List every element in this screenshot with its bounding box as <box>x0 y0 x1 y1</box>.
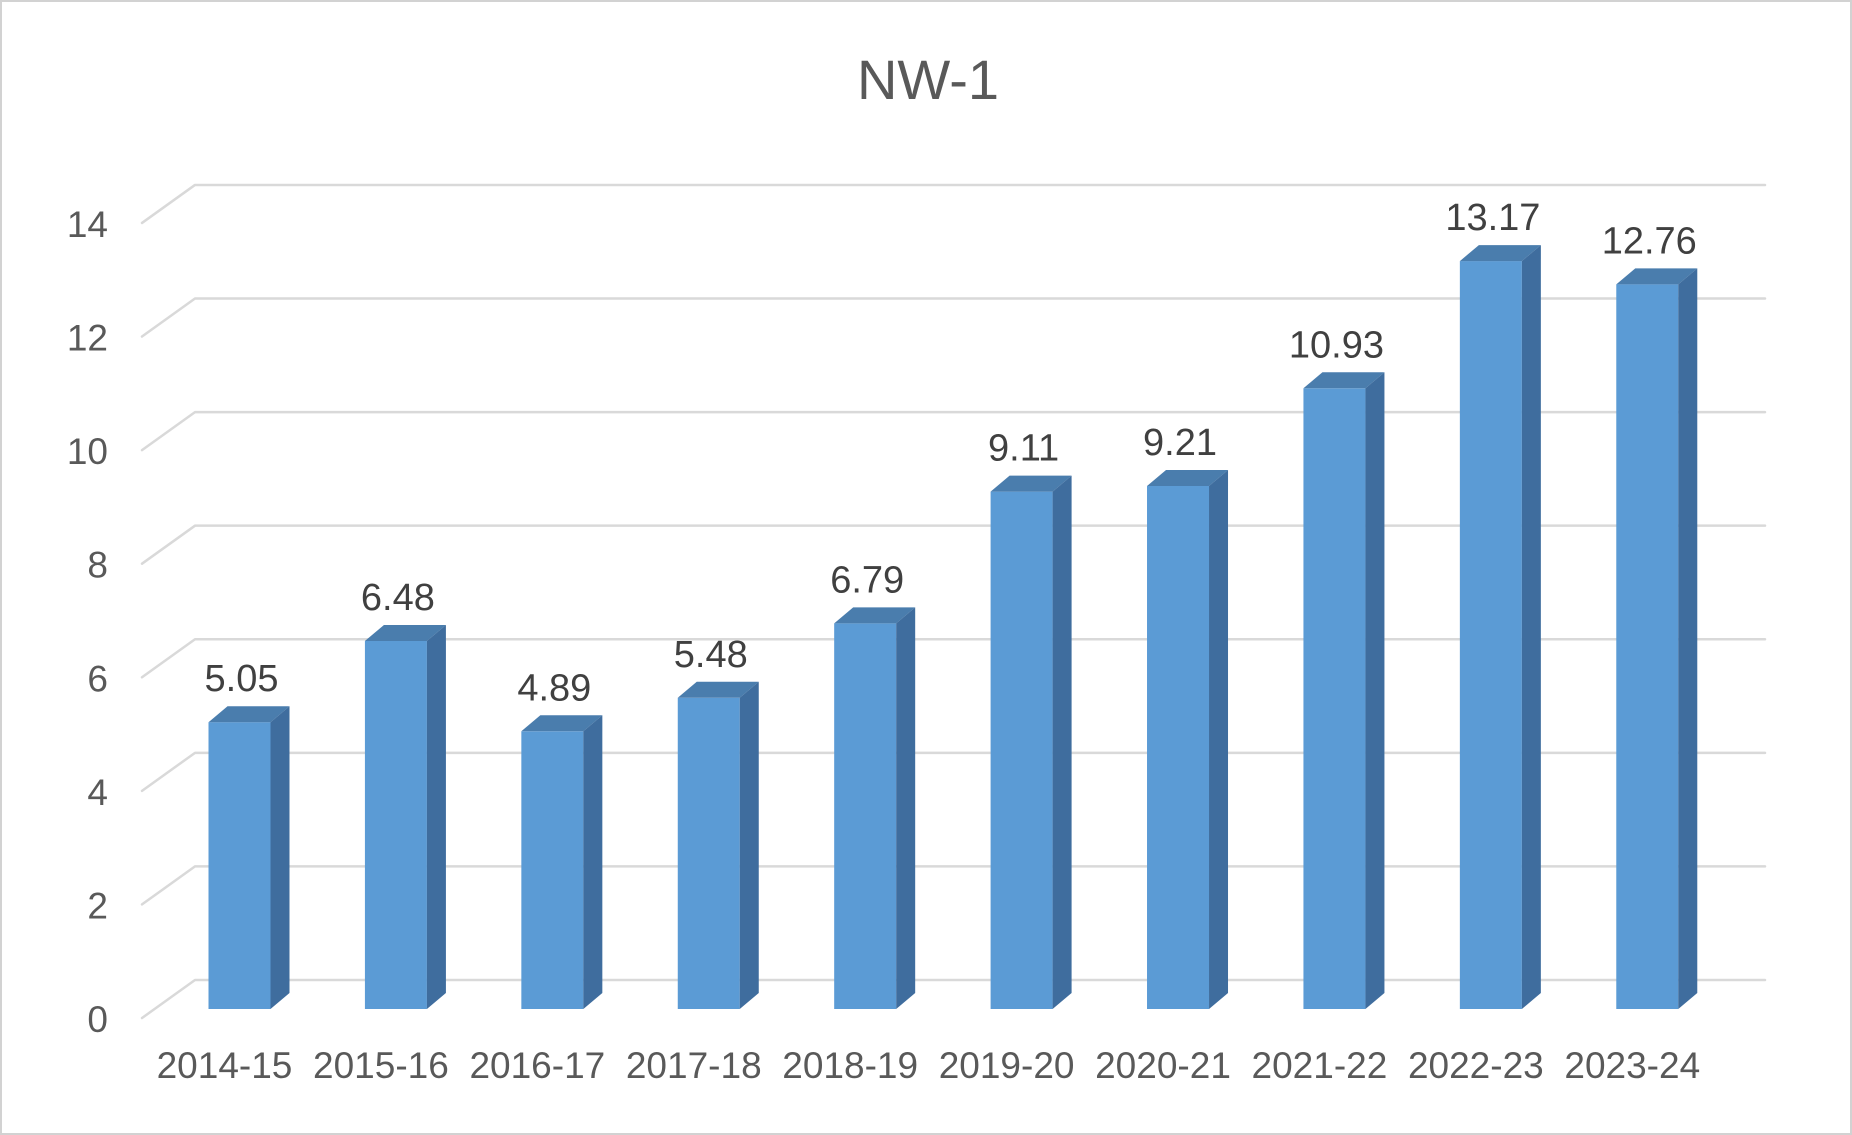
chart-title: NW-1 <box>857 48 999 111</box>
bar-top-face <box>990 475 1072 492</box>
bar-front-face <box>521 731 584 1009</box>
x-tick-label-2018-19: 2018-19 <box>782 1045 918 1086</box>
x-tick-label-2017-18: 2017-18 <box>626 1045 762 1086</box>
bar-2016-17 <box>521 715 603 1009</box>
y-tick-label-2: 2 <box>87 885 108 926</box>
x-tick-label-2019-20: 2019-20 <box>939 1045 1075 1086</box>
data-labels: 5.05 6.48 4.89 5.48 6.79 9.11 9.21 10.93 13.17 12… <box>205 197 1697 709</box>
y-tick-label-8: 8 <box>87 545 108 586</box>
bar-top-face <box>208 706 290 723</box>
bar-side-face <box>739 681 759 1009</box>
data-label-2021-22: 10.93 <box>1289 324 1384 366</box>
y-tick-label-4: 4 <box>87 772 108 813</box>
x-tick-label-2023-24: 2023-24 <box>1564 1045 1700 1086</box>
bar-2020-21 <box>1147 469 1229 1009</box>
bar-2014-15 <box>208 706 290 1009</box>
x-tick-label-2015-16: 2015-16 <box>313 1045 449 1086</box>
bar-side-face <box>583 715 603 1009</box>
gridline-14 <box>140 183 1767 225</box>
bar-2018-19 <box>834 607 916 1009</box>
data-label-2020-21: 9.21 <box>1143 422 1217 464</box>
data-label-2023-24: 12.76 <box>1602 220 1697 262</box>
x-axis-labels: 2014-15 2015-16 2016-17 2017-18 2018-19 2019-… <box>157 1045 1701 1086</box>
x-tick-label-2021-22: 2021-22 <box>1252 1045 1388 1086</box>
bar-front-face <box>834 623 897 1009</box>
bar-side-face <box>1678 268 1698 1009</box>
bar-side-face <box>426 625 446 1009</box>
y-tick-label-6: 6 <box>87 658 108 699</box>
data-label-2022-23: 13.17 <box>1445 197 1540 239</box>
bar-front-face <box>677 697 740 1009</box>
bar-2023-24 <box>1616 268 1698 1009</box>
bar-side-face <box>270 706 290 1009</box>
gridlines <box>140 183 1767 1020</box>
data-label-2017-18: 5.48 <box>674 634 748 676</box>
y-tick-label-12: 12 <box>67 318 108 359</box>
bar-side-face <box>1209 469 1229 1009</box>
bar-top-face <box>1459 245 1541 262</box>
x-tick-label-2022-23: 2022-23 <box>1408 1045 1544 1086</box>
bar-2017-18 <box>677 681 759 1009</box>
gridline-2 <box>140 865 1767 906</box>
bar-top-face <box>364 625 446 642</box>
bar-front-face <box>990 491 1053 1010</box>
bars <box>208 245 1698 1010</box>
bar-side-face <box>1365 372 1385 1010</box>
bar-front-face <box>1147 485 1210 1009</box>
data-label-2014-15: 5.05 <box>205 658 279 700</box>
bar-side-face <box>1521 245 1541 1010</box>
y-tick-label-0: 0 <box>87 999 108 1040</box>
y-axis-labels: 0 2 4 6 8 10 12 14 <box>67 204 108 1040</box>
y-tick-label-14: 14 <box>67 204 108 245</box>
gridline-0 <box>140 978 1767 1020</box>
bar-top-face <box>521 715 603 732</box>
bar-2022-23 <box>1459 245 1541 1010</box>
bar-top-face <box>1303 372 1385 389</box>
x-tick-label-2016-17: 2016-17 <box>469 1045 605 1086</box>
gridline-8 <box>140 524 1767 565</box>
gridline-4 <box>140 751 1767 793</box>
bar-front-face <box>364 641 427 1009</box>
bar-side-face <box>896 607 916 1009</box>
x-tick-label-2020-21: 2020-21 <box>1095 1045 1231 1086</box>
bar-front-face <box>208 722 271 1009</box>
bar-side-face <box>1052 475 1072 1010</box>
bar-front-face <box>1459 261 1522 1010</box>
data-label-2016-17: 4.89 <box>517 667 591 709</box>
bar-2015-16 <box>364 625 446 1009</box>
gridline-6 <box>140 638 1767 679</box>
x-tick-label-2014-15: 2014-15 <box>157 1045 293 1086</box>
data-label-2018-19: 6.79 <box>830 559 904 601</box>
data-label-2019-20: 9.11 <box>988 428 1059 470</box>
bar-2021-22 <box>1303 372 1385 1010</box>
bar-top-face <box>834 607 916 624</box>
bar-top-face <box>1147 469 1229 486</box>
gridline-12 <box>140 297 1767 338</box>
bar-top-face <box>1616 268 1698 285</box>
data-label-2015-16: 6.48 <box>361 577 435 619</box>
y-tick-label-10: 10 <box>67 431 108 472</box>
bar-front-face <box>1616 284 1679 1009</box>
bar-2019-20 <box>990 475 1072 1010</box>
bar-front-face <box>1303 388 1366 1010</box>
bar-top-face <box>677 681 759 698</box>
gridline-10 <box>140 410 1767 452</box>
